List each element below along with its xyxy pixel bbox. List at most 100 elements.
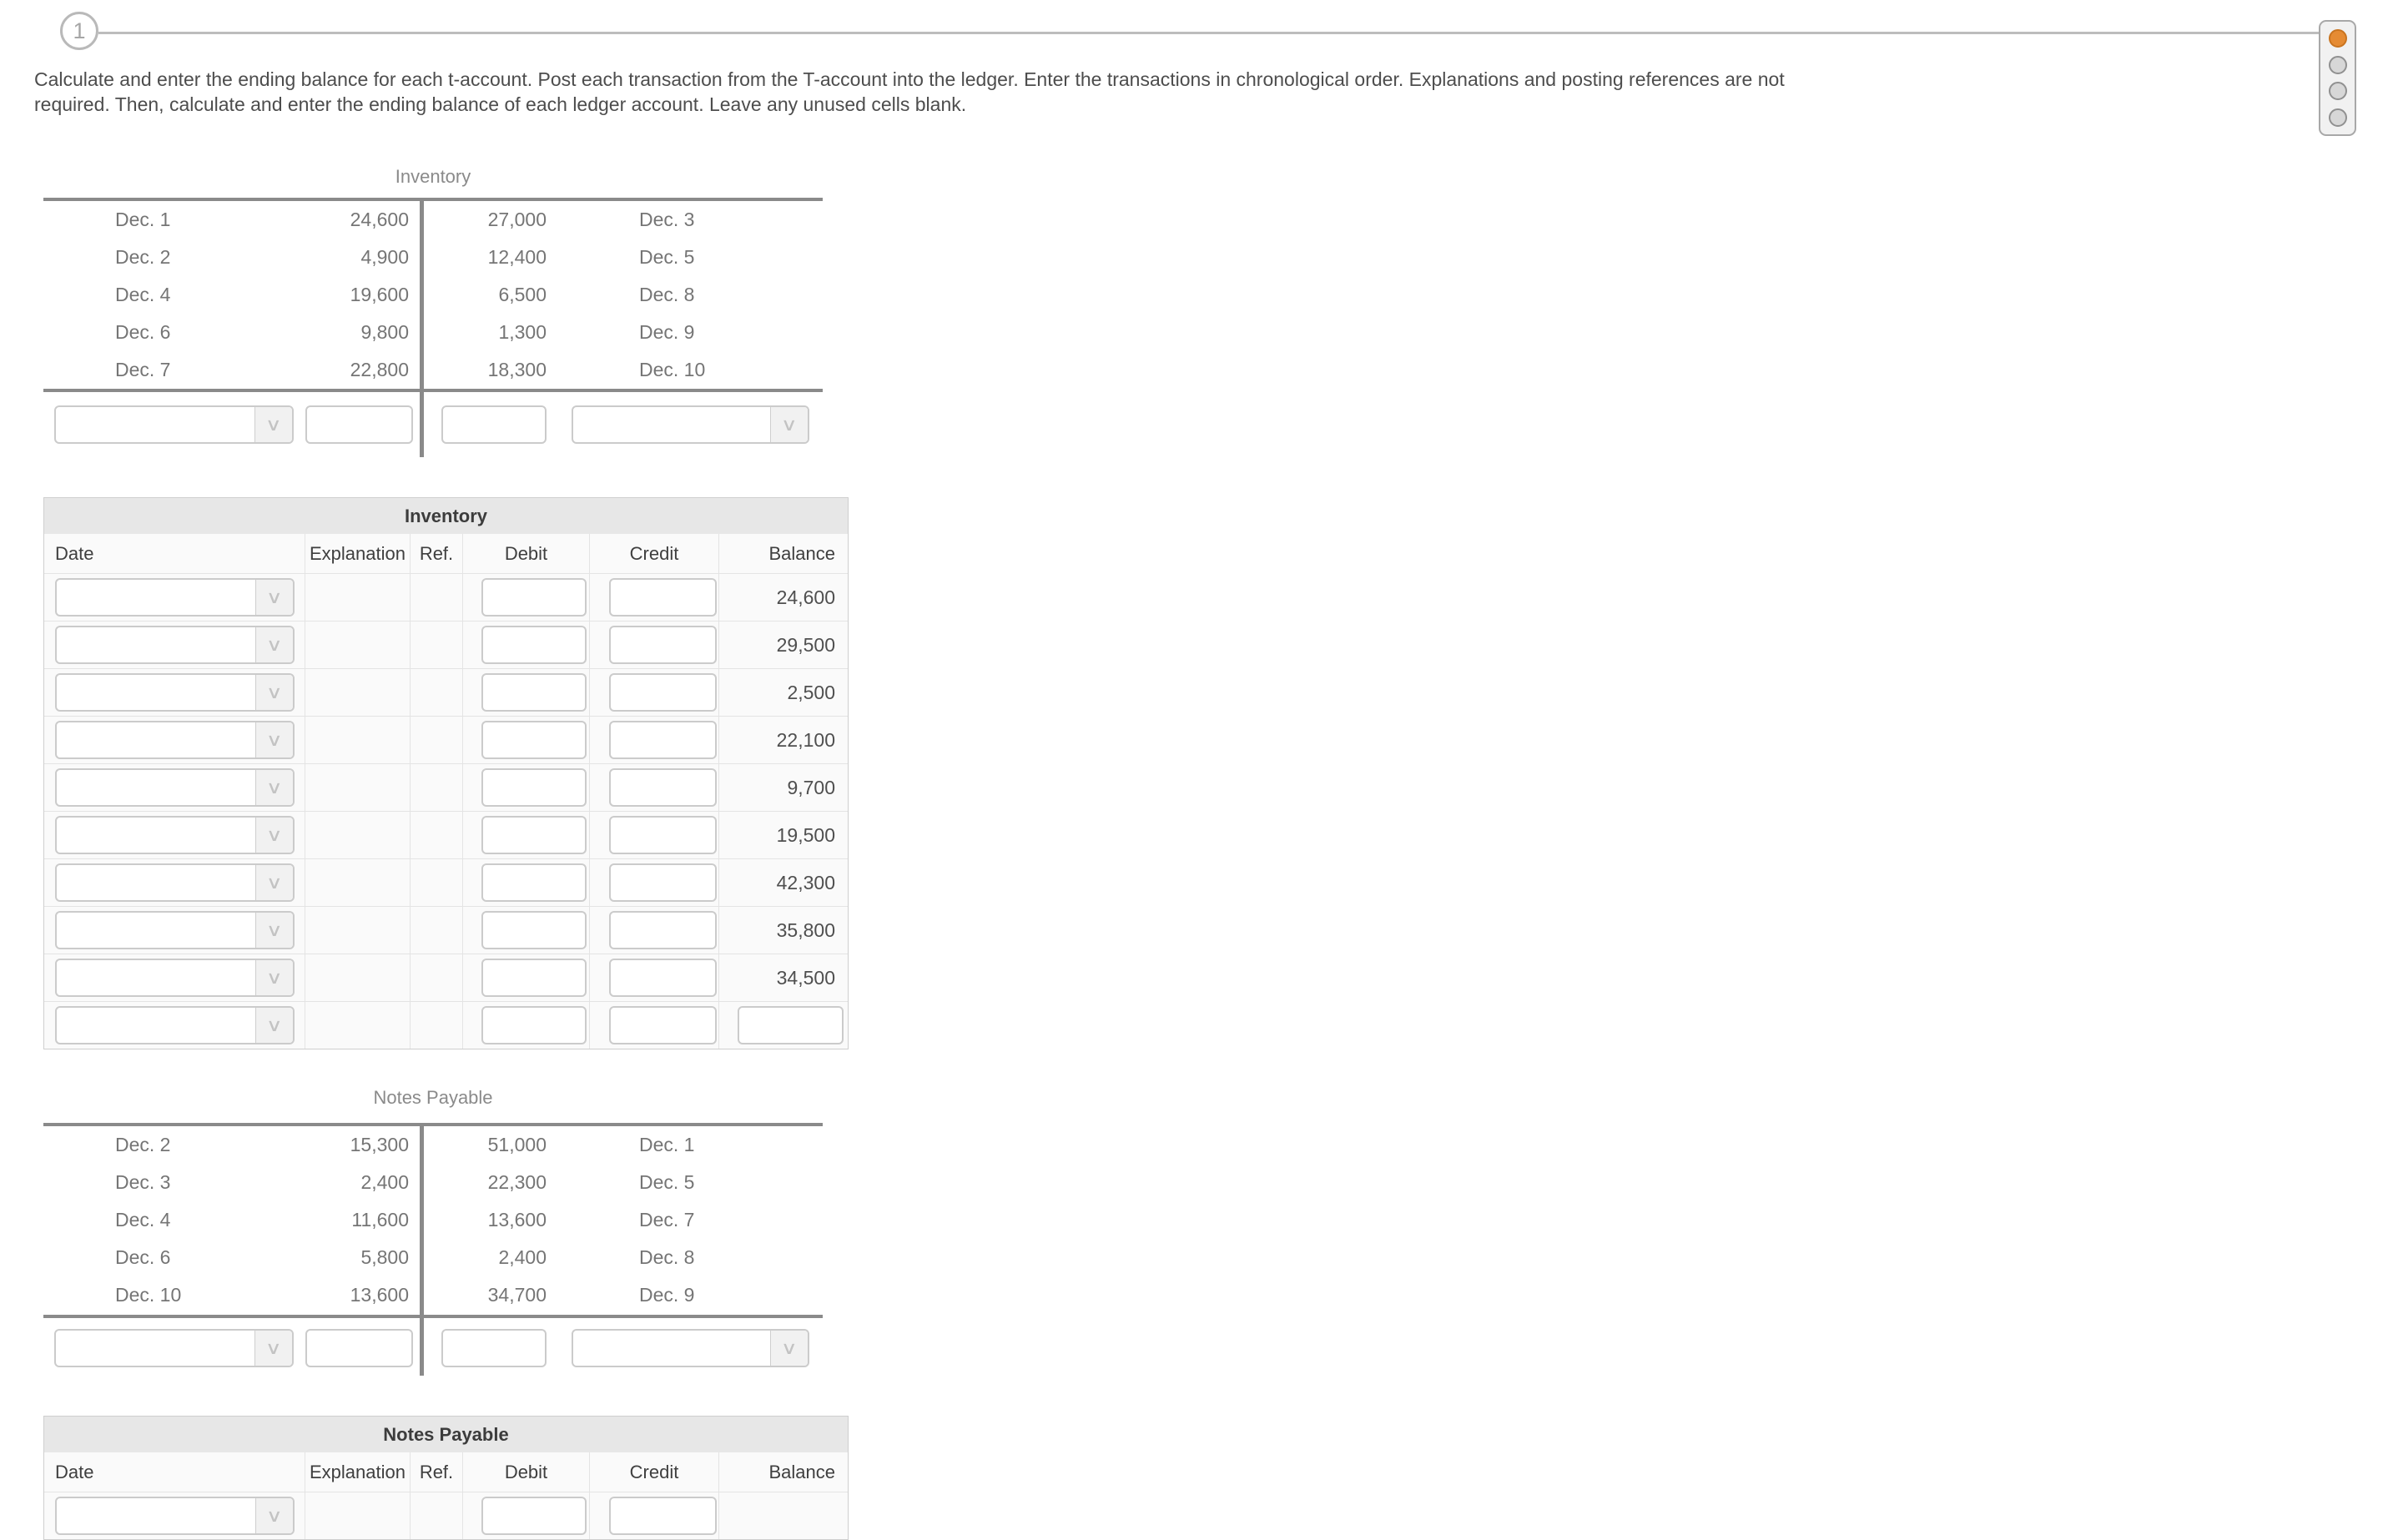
progress-step-1-active[interactable] [2328, 29, 2347, 48]
ledger-credit-cell [590, 669, 719, 716]
chevron-down-icon: ∨ [266, 587, 283, 607]
date-select-debit[interactable]: ∨ [54, 405, 294, 444]
debit-input[interactable] [481, 816, 587, 854]
dropdown-chevron-box[interactable]: ∨ [255, 913, 293, 948]
credit-input[interactable] [608, 721, 717, 759]
progress-step-4[interactable] [2328, 108, 2347, 127]
ledger-date-cell: ∨ [44, 954, 305, 1001]
progress-step-3[interactable] [2328, 82, 2347, 101]
credit-amount-input[interactable] [441, 1329, 547, 1367]
date-select[interactable]: ∨ [55, 863, 295, 902]
date-select-credit[interactable]: ∨ [572, 405, 809, 444]
ledger-header-row: Date Explanation Ref. Debit Credit Balance [44, 1452, 848, 1492]
ledger-header-explanation: Explanation [305, 1452, 411, 1492]
debit-amount-input[interactable] [305, 1329, 413, 1367]
dropdown-chevron-box[interactable]: ∨ [254, 407, 292, 442]
ledger-credit-cell [590, 1492, 719, 1539]
dropdown-chevron-box[interactable]: ∨ [255, 960, 293, 995]
dropdown-chevron-box[interactable]: ∨ [255, 675, 293, 710]
dropdown-chevron-box[interactable]: ∨ [255, 1498, 293, 1533]
debit-input[interactable] [481, 1497, 587, 1535]
dropdown-chevron-box[interactable]: ∨ [255, 627, 293, 662]
ledger-header-debit: Debit [463, 1452, 590, 1492]
debit-input[interactable] [481, 768, 587, 807]
ledger-balance-cell: 19,500 [719, 812, 848, 858]
taccount-debit-amount: 22,800 [350, 359, 409, 380]
dropdown-chevron-box[interactable]: ∨ [255, 722, 293, 757]
date-select-debit[interactable]: ∨ [54, 1329, 294, 1367]
date-select[interactable]: ∨ [55, 959, 295, 997]
date-select[interactable]: ∨ [55, 626, 295, 664]
ledger-credit-cell [590, 574, 719, 621]
credit-amount-input[interactable] [441, 405, 547, 444]
credit-input[interactable] [608, 959, 717, 997]
taccount-divider [420, 198, 424, 457]
credit-input[interactable] [608, 863, 717, 902]
date-select-credit[interactable]: ∨ [572, 1329, 809, 1367]
debit-input[interactable] [481, 578, 587, 617]
chevron-down-icon: ∨ [266, 635, 283, 655]
date-select[interactable]: ∨ [55, 578, 295, 617]
taccount-debit-date: Dec. 4 [115, 284, 171, 305]
credit-input[interactable] [608, 816, 717, 854]
balance-value: 19,500 [776, 823, 835, 846]
debit-input[interactable] [481, 1006, 587, 1044]
debit-input[interactable] [481, 863, 587, 902]
taccount-debit-amount: 19,600 [350, 284, 409, 305]
date-select[interactable]: ∨ [55, 1006, 295, 1044]
credit-input[interactable] [608, 1006, 717, 1044]
date-select[interactable]: ∨ [55, 911, 295, 949]
dropdown-chevron-box[interactable]: ∨ [770, 1331, 808, 1366]
debit-input[interactable] [481, 959, 587, 997]
ledger-credit-cell [590, 764, 719, 811]
ledger-balance-cell: 42,300 [719, 859, 848, 906]
date-select[interactable]: ∨ [55, 768, 295, 807]
dropdown-chevron-box[interactable]: ∨ [255, 580, 293, 615]
instructions-line-2: required. Then, calculate and enter the … [34, 93, 967, 115]
date-select[interactable]: ∨ [55, 721, 295, 759]
ledger-header-balance: Balance [768, 1461, 835, 1482]
credit-input[interactable] [608, 673, 717, 712]
progress-step-2[interactable] [2328, 55, 2347, 74]
credit-input[interactable] [608, 911, 717, 949]
step-number-badge: 1 [60, 12, 98, 50]
ledger-date-cell: ∨ [44, 717, 305, 763]
ledger-debit-cell [463, 1002, 590, 1049]
ledger-balance-cell: 2,500 [719, 669, 848, 716]
date-select[interactable]: ∨ [55, 1497, 295, 1535]
taccount-credit-date: Dec. 9 [639, 321, 695, 343]
debit-input[interactable] [481, 626, 587, 664]
debit-input[interactable] [481, 911, 587, 949]
taccount-notes-payable: Dec. 2 15,300 51,000 Dec. 1 Dec. 3 2,400 22,30… [43, 1123, 823, 1318]
taccount-debit-date: Dec. 6 [115, 1246, 171, 1268]
balance-value: 35,800 [776, 918, 835, 941]
debit-amount-input[interactable] [305, 405, 413, 444]
ledger-balance-cell: 29,500 [719, 622, 848, 668]
ledger-date-cell: ∨ [44, 859, 305, 906]
dropdown-chevron-box[interactable]: ∨ [255, 770, 293, 805]
ledger-date-cell: ∨ [44, 574, 305, 621]
debit-input[interactable] [481, 673, 587, 712]
dropdown-chevron-box[interactable]: ∨ [255, 1008, 293, 1043]
balance-input[interactable] [738, 1006, 844, 1044]
ledger-table-notes-payable: Notes Payable Date Explanation Ref. Debit Cr… [43, 1416, 849, 1540]
dropdown-chevron-box[interactable]: ∨ [255, 818, 293, 853]
dropdown-chevron-box[interactable]: ∨ [254, 1331, 292, 1366]
credit-input[interactable] [608, 1497, 717, 1535]
taccount-row: Dec. 2 4,900 12,400 Dec. 5 [43, 239, 823, 276]
credit-input[interactable] [608, 768, 717, 807]
debit-input[interactable] [481, 721, 587, 759]
ledger-date-cell: ∨ [44, 907, 305, 954]
taccount-inventory: Dec. 1 24,600 27,000 Dec. 3 Dec. 2 4,900 12,40… [43, 198, 823, 392]
taccount-debit-date: Dec. 7 [115, 359, 171, 380]
ledger-credit-cell [590, 907, 719, 954]
ledger-debit-cell [463, 669, 590, 716]
instructions-line-1: Calculate and enter the ending balance f… [34, 68, 1785, 90]
date-select[interactable]: ∨ [55, 673, 295, 712]
date-select[interactable]: ∨ [55, 816, 295, 854]
credit-input[interactable] [608, 626, 717, 664]
credit-input[interactable] [608, 578, 717, 617]
ledger-ref-cell [411, 574, 463, 621]
dropdown-chevron-box[interactable]: ∨ [255, 865, 293, 900]
dropdown-chevron-box[interactable]: ∨ [770, 407, 808, 442]
